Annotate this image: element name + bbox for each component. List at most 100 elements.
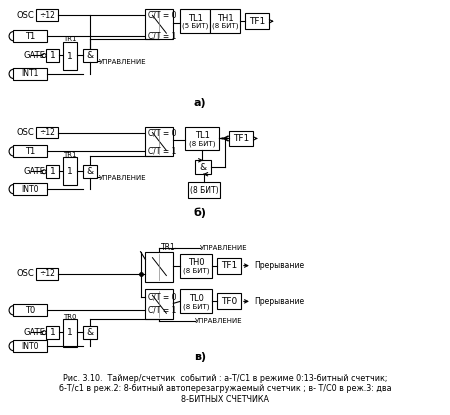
Text: (8 БИТ): (8 БИТ) (183, 267, 209, 274)
Text: ÷12: ÷12 (39, 11, 55, 20)
Bar (46, 49, 59, 62)
Text: 1: 1 (50, 51, 55, 60)
Text: TF0: TF0 (221, 297, 237, 306)
Bar (36, 9, 58, 21)
Text: TL1: TL1 (195, 131, 210, 140)
Bar (46, 165, 59, 178)
Bar (145, 9, 173, 39)
Text: ÷12: ÷12 (39, 128, 55, 137)
Bar (13, 30, 47, 42)
Text: а): а) (194, 98, 207, 108)
Text: C/̅T̅ = 1: C/̅T̅ = 1 (148, 147, 177, 156)
Text: 1: 1 (67, 167, 73, 176)
Text: Прерывание: Прерывание (254, 297, 304, 306)
Bar (13, 340, 47, 352)
Text: C/̅T̅ = 1: C/̅T̅ = 1 (148, 32, 177, 41)
Text: INT0: INT0 (21, 185, 39, 194)
Bar (63, 157, 77, 185)
Text: УПРАВЛЕНИЕ: УПРАВЛЕНИЕ (99, 59, 146, 65)
Ellipse shape (9, 306, 18, 315)
Text: C/̅T̅ = 1: C/̅T̅ = 1 (148, 306, 177, 315)
Bar (180, 254, 212, 278)
Circle shape (42, 54, 46, 58)
Text: INT1: INT1 (21, 69, 39, 78)
Circle shape (42, 170, 46, 174)
Bar (188, 182, 220, 198)
Text: OSC: OSC (17, 128, 34, 137)
Text: C/̅T̅ = 0: C/̅T̅ = 0 (148, 293, 177, 302)
Ellipse shape (9, 342, 18, 351)
Text: (8 БИТ): (8 БИТ) (189, 140, 216, 146)
Bar (245, 13, 269, 29)
Text: Рис. 3.10.  Таймер/счетчик  событий : а-Т/С1 в режиме 0:13-битный счетчик;
б-Т/с: Рис. 3.10. Таймер/счетчик событий : а-Т/… (58, 374, 392, 404)
Ellipse shape (9, 185, 18, 194)
Text: TL1: TL1 (188, 14, 203, 23)
Bar (145, 127, 173, 156)
Text: (8 БИТ): (8 БИТ) (183, 303, 209, 310)
Bar (36, 268, 58, 280)
Ellipse shape (9, 147, 18, 156)
Bar (63, 42, 77, 70)
Text: OSC: OSC (17, 11, 34, 20)
Bar (13, 145, 47, 157)
Bar (13, 68, 47, 80)
Text: TR1: TR1 (63, 152, 76, 159)
Text: TR0: TR0 (63, 314, 76, 320)
Text: УПРАВЛЕНИЕ: УПРАВЛЕНИЕ (200, 245, 248, 251)
Text: УПРАВЛЕНИЕ: УПРАВЛЕНИЕ (195, 318, 243, 324)
Circle shape (42, 331, 46, 334)
Text: в): в) (194, 352, 206, 362)
Text: ÷12: ÷12 (39, 269, 55, 278)
Text: Прерывание: Прерывание (254, 261, 304, 270)
Text: 1: 1 (67, 328, 73, 337)
Text: 1: 1 (50, 328, 55, 337)
Text: (8 БИТ): (8 БИТ) (212, 23, 238, 29)
Text: TR1: TR1 (161, 243, 176, 252)
Text: GATE: GATE (23, 328, 45, 337)
Bar (229, 131, 253, 146)
Text: TH0: TH0 (188, 258, 204, 267)
Text: T0: T0 (25, 306, 35, 315)
Text: &: & (86, 328, 94, 337)
Bar (13, 183, 47, 195)
Bar (63, 319, 77, 347)
Text: б): б) (194, 208, 207, 218)
Text: &: & (86, 51, 94, 60)
Bar (217, 258, 241, 273)
Bar (13, 304, 47, 316)
Bar (217, 293, 241, 309)
Bar (180, 9, 210, 33)
Bar (36, 127, 58, 139)
Text: (5 БИТ): (5 БИТ) (182, 23, 208, 29)
Text: TF1: TF1 (249, 17, 265, 26)
Bar (46, 326, 59, 339)
Text: &: & (199, 163, 207, 172)
Text: GATE: GATE (23, 51, 45, 59)
Text: 1: 1 (67, 51, 73, 61)
Text: TF1: TF1 (221, 261, 237, 270)
Text: OSC: OSC (17, 269, 34, 278)
Bar (180, 289, 212, 313)
Text: &: & (86, 167, 94, 176)
Text: C/̅T̅ = 0: C/̅T̅ = 0 (148, 11, 177, 20)
Text: T1: T1 (25, 32, 35, 41)
Text: TF1: TF1 (233, 134, 249, 143)
Bar (185, 127, 219, 150)
Text: TH1: TH1 (217, 14, 233, 23)
Bar (83, 326, 97, 339)
Bar (83, 165, 97, 178)
Bar (210, 9, 240, 33)
Text: T1: T1 (25, 147, 35, 156)
Text: TL0: TL0 (189, 294, 203, 303)
Text: (8 БИТ): (8 БИТ) (190, 186, 218, 195)
Ellipse shape (9, 69, 18, 78)
Bar (83, 49, 97, 62)
Text: УПРАВЛЕНИЕ: УПРАВЛЕНИЕ (99, 175, 146, 181)
Text: C/̅T̅ = 0: C/̅T̅ = 0 (148, 128, 177, 137)
Text: INT0: INT0 (21, 342, 39, 351)
Bar (145, 252, 173, 281)
Text: 1: 1 (50, 167, 55, 176)
Text: TR1: TR1 (63, 36, 76, 42)
Bar (145, 289, 173, 319)
Bar (195, 160, 211, 174)
